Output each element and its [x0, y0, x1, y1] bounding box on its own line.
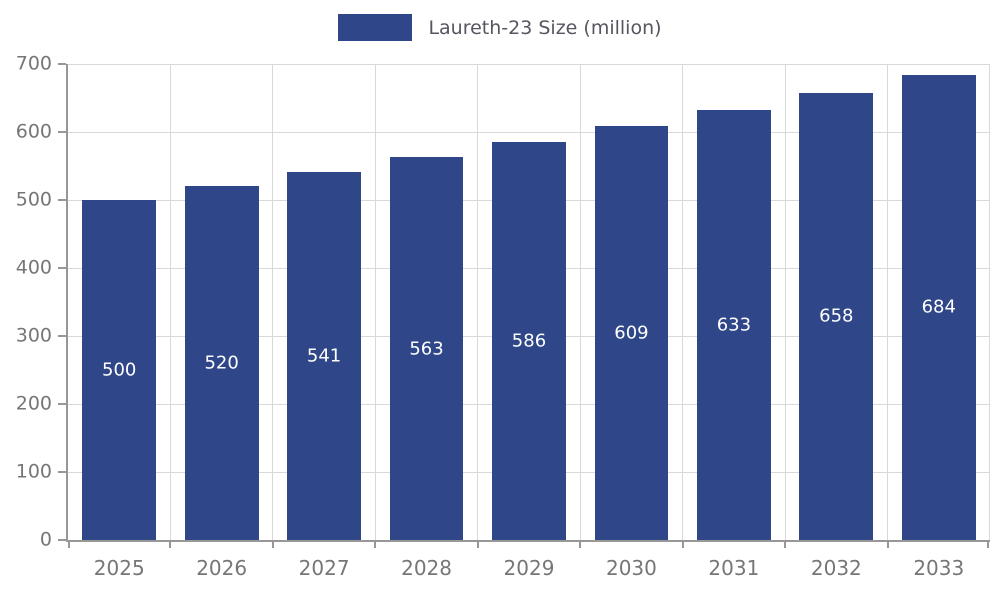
y-tick — [58, 403, 66, 405]
x-tick — [476, 542, 479, 548]
x-gridline — [682, 64, 684, 540]
x-gridline — [477, 64, 479, 540]
y-gridline — [68, 131, 990, 133]
legend: Laureth-23 Size (million) — [0, 14, 1000, 41]
bar — [594, 125, 669, 540]
x-gridline — [784, 64, 786, 540]
bar-value-label: 541 — [306, 345, 342, 367]
legend-label: Laureth-23 Size (million) — [428, 16, 662, 39]
bar — [184, 186, 259, 540]
y-axis-tick-label: 400 — [15, 256, 52, 279]
x-tick — [169, 542, 172, 548]
x-axis-tick-label: 2033 — [913, 556, 965, 580]
bar-value-label: 684 — [921, 296, 956, 318]
x-axis-tick-label: 2030 — [605, 556, 657, 580]
bar-value-label: 633 — [716, 314, 752, 336]
x-axis-tick-label: 2032 — [810, 556, 862, 580]
y-axis-tick-label: 200 — [15, 392, 52, 415]
bar — [287, 172, 361, 540]
x-axis-tick-label: 2026 — [196, 556, 248, 580]
y-tick — [58, 539, 66, 541]
bar — [389, 157, 464, 540]
bar-value-label: 500 — [102, 359, 137, 381]
x-tick — [886, 542, 889, 548]
x-gridline — [887, 64, 889, 540]
bar-value-label: 520 — [204, 352, 239, 374]
y-tick — [58, 63, 66, 65]
x-tick — [681, 542, 684, 548]
bar-value-label: 563 — [409, 338, 444, 360]
x-tick — [374, 542, 377, 548]
y-tick — [58, 335, 66, 337]
bar — [492, 141, 566, 540]
x-axis-tick-label: 2029 — [503, 556, 555, 580]
x-tick — [271, 542, 274, 548]
plot-area: 0 100 200 300 400 500 600 700 500 2025 520 2026 541 2… — [16, 53, 990, 580]
x-tick — [68, 542, 70, 548]
x-tick — [579, 542, 582, 548]
y-axis-tick-label: 600 — [15, 120, 52, 143]
x-axis-tick-label: 2028 — [401, 556, 452, 580]
x-gridline — [272, 64, 274, 540]
bar — [799, 92, 874, 540]
x-gridline — [988, 64, 990, 540]
y-axis-tick-label: 500 — [15, 188, 52, 211]
bar-value-label: 609 — [614, 322, 649, 344]
bar — [82, 200, 157, 540]
legend-swatch — [338, 14, 413, 41]
y-axis-tick-label: 300 — [15, 324, 52, 347]
bar-value-label: 658 — [819, 305, 854, 327]
bar — [697, 109, 771, 540]
x-gridline — [169, 64, 171, 540]
x-axis-tick-label: 2031 — [708, 556, 760, 580]
x-gridline — [374, 64, 376, 540]
y-tick — [58, 131, 66, 133]
x-axis-tick-label: 2025 — [93, 556, 145, 580]
x-axis-tick-label: 2027 — [298, 556, 350, 580]
y-gridline — [68, 63, 990, 65]
y-axis-tick-label: 0 — [39, 528, 52, 551]
y-tick — [58, 471, 66, 473]
y-tick — [58, 199, 66, 201]
x-tick — [987, 542, 989, 548]
bar — [901, 74, 976, 540]
x-gridline — [579, 64, 581, 540]
bar-value-label: 586 — [511, 330, 547, 352]
y-axis-tick-label: 100 — [15, 460, 52, 483]
y-tick — [58, 267, 66, 269]
y-axis-tick-label: 700 — [15, 52, 52, 75]
x-tick — [784, 542, 787, 548]
